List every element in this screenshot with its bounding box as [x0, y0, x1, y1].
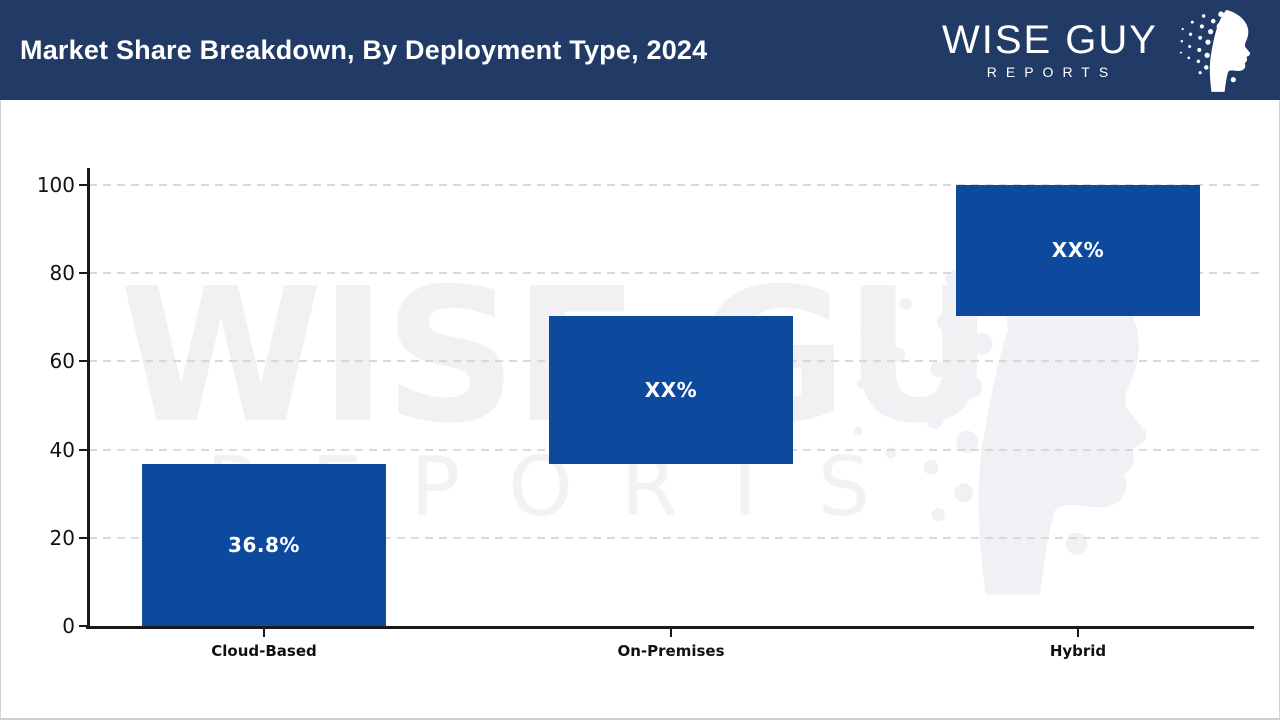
bar-value-label: 36.8%: [228, 532, 300, 557]
logo-wiseguy-text: WISE GUY: [941, 18, 1158, 62]
y-tick-mark: [79, 625, 88, 627]
x-tick-mark: [263, 629, 265, 637]
chart-title: Market Share Breakdown, By Deployment Ty…: [20, 34, 708, 65]
y-tick-label: 40: [49, 437, 75, 462]
y-tick-label: 80: [49, 261, 75, 286]
x-category-label: Cloud-Based: [211, 642, 317, 660]
bar-value-label: XX%: [1051, 238, 1105, 263]
y-tick-label: 0: [62, 614, 75, 638]
logo-face-icon: [1179, 9, 1251, 92]
y-tick-mark: [79, 536, 88, 539]
y-tick-label: 60: [49, 349, 75, 374]
y-tick-label: 20: [49, 525, 75, 550]
gridline: [89, 184, 1263, 186]
x-tick-mark: [670, 629, 672, 637]
y-tick-mark: [79, 184, 88, 186]
y-tick-mark: [79, 360, 88, 363]
y-axis-line: [87, 168, 90, 629]
bar: 36.8%: [142, 463, 386, 626]
y-tick-mark: [79, 448, 88, 451]
bar: XX%: [956, 185, 1200, 316]
y-tick-label: 100: [36, 173, 75, 197]
bar-value-label: XX%: [644, 377, 698, 402]
gridline: [89, 536, 1263, 539]
y-tick-mark: [79, 272, 88, 275]
wiseguy-logo: WISE GUY REPORTS: [942, 6, 1256, 94]
x-category-label: Hybrid: [1049, 642, 1107, 660]
x-tick-mark: [1077, 629, 1079, 637]
header: Market Share Breakdown, By Deployment Ty…: [0, 0, 1280, 100]
x-category-label: On-Premises: [617, 642, 725, 660]
logo-text: WISE GUY REPORTS: [942, 20, 1158, 80]
logo-reports-text: REPORTS: [986, 64, 1118, 80]
x-axis-line: [86, 626, 1254, 629]
bar: XX%: [549, 315, 793, 464]
chart-area: WISE GUY REPORTS 0 20 40 60 80 100 36.8% Cloud-…: [0, 100, 1280, 720]
gridline: [89, 272, 1263, 275]
